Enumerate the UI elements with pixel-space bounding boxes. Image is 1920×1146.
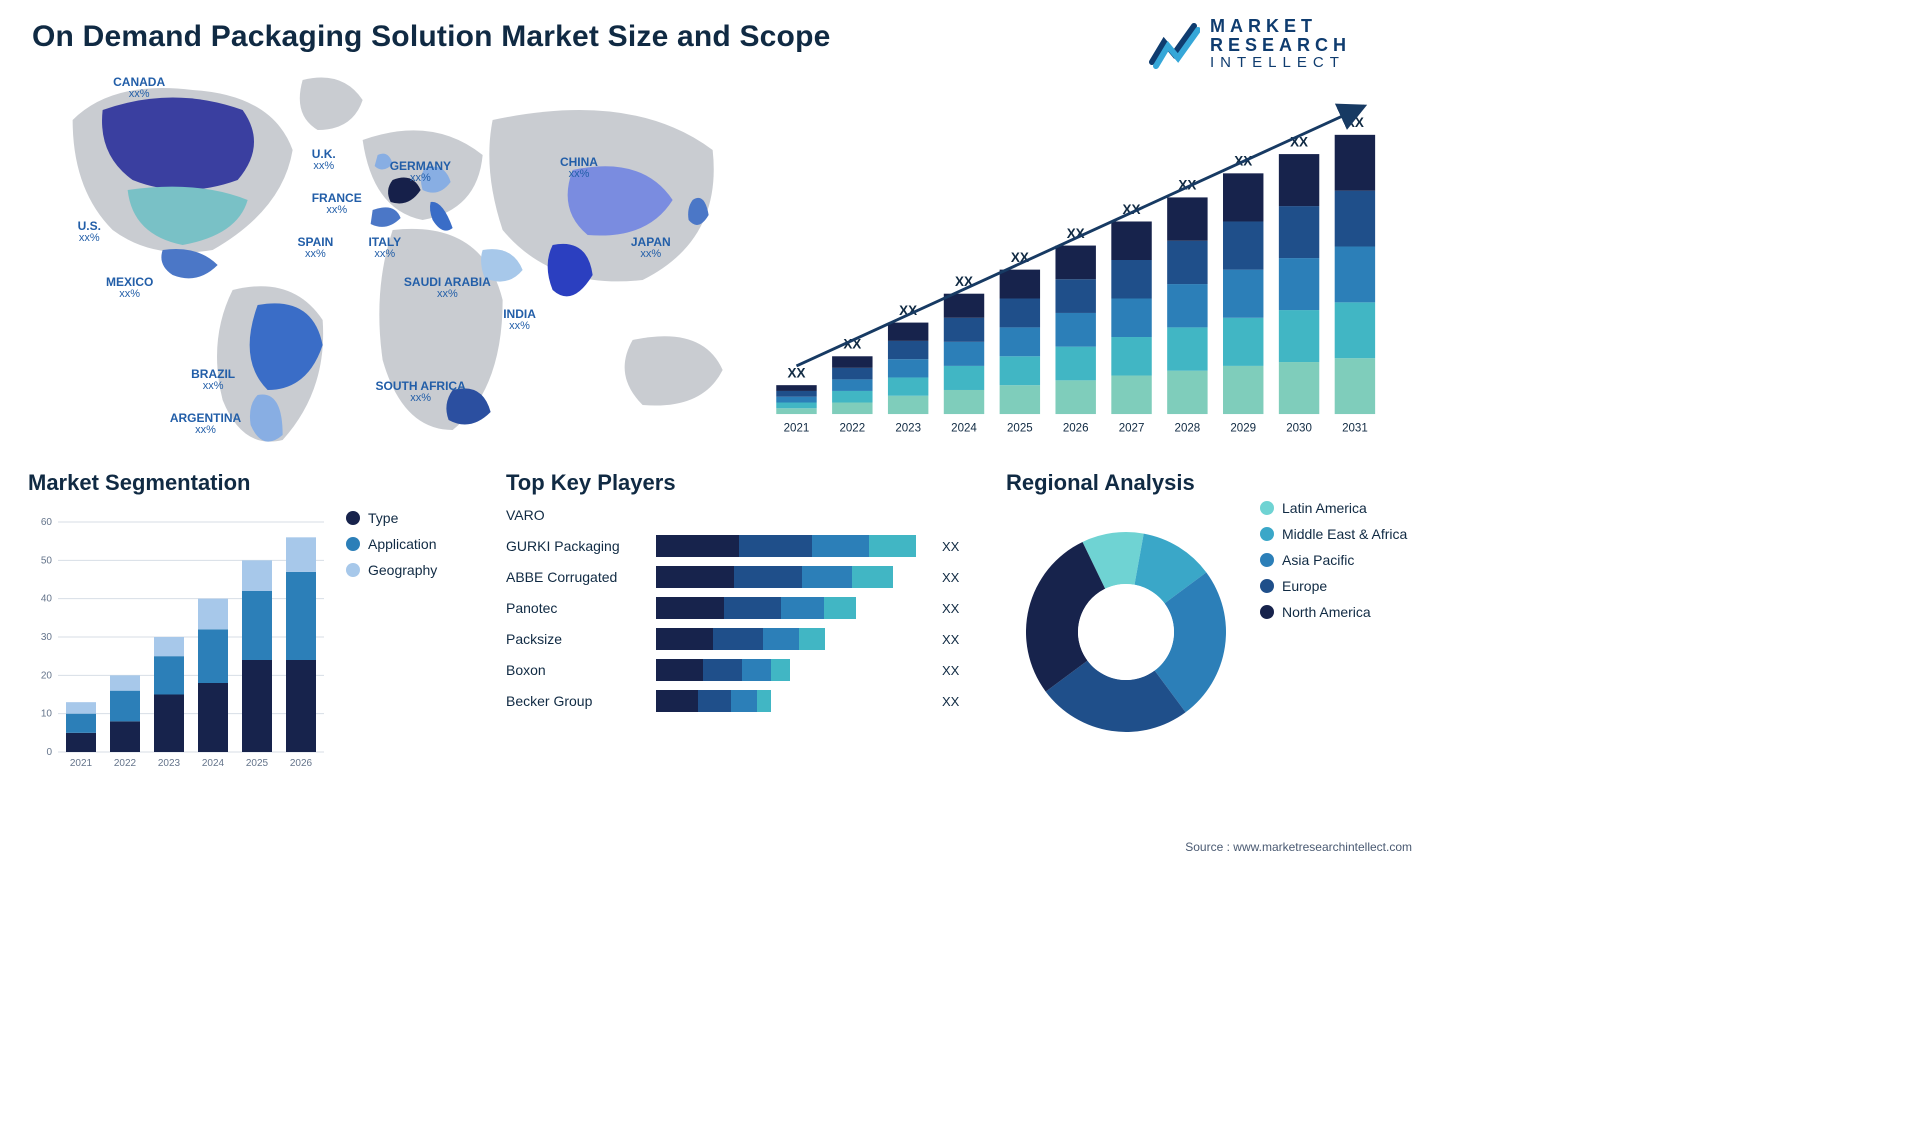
player-name: Packsize (506, 631, 646, 647)
map-label: U.K.xx% (312, 148, 336, 172)
growth-chart: XX2021XX2022XX2023XX2024XX2025XX2026XX20… (757, 60, 1412, 460)
player-row: ABBE Corrugated XX (506, 564, 976, 590)
map-label: INDIAxx% (503, 308, 536, 332)
legend-item: North America (1260, 604, 1407, 620)
map-label: JAPANxx% (631, 236, 671, 260)
legend-item: Type (346, 510, 476, 526)
world-map: CANADAxx% U.S.xx% MEXICOxx% BRAZILxx% ARGENT… (28, 60, 737, 460)
player-name: ABBE Corrugated (506, 569, 646, 585)
svg-text:2021: 2021 (70, 758, 93, 769)
player-value: XX (936, 694, 976, 709)
players-title: Top Key Players (506, 470, 976, 496)
map-label: FRANCExx% (312, 192, 362, 216)
segmentation-legend: Type Application Geography (346, 470, 476, 800)
player-value: XX (936, 539, 976, 554)
player-value: XX (936, 663, 976, 678)
svg-text:50: 50 (41, 555, 53, 566)
player-row: Boxon XX (506, 657, 976, 683)
player-name: Panotec (506, 600, 646, 616)
legend-item: Application (346, 536, 476, 552)
player-row: GURKI Packaging XX (506, 533, 976, 559)
svg-text:2021: 2021 (784, 422, 810, 434)
legend-item: Asia Pacific (1260, 552, 1407, 568)
map-label: U.S.xx% (78, 220, 101, 244)
svg-text:2023: 2023 (896, 422, 922, 434)
svg-text:60: 60 (41, 517, 53, 528)
map-label: GERMANYxx% (390, 160, 451, 184)
svg-text:2022: 2022 (840, 422, 866, 434)
map-label: ARGENTINAxx% (170, 412, 241, 436)
svg-text:XX: XX (1346, 115, 1364, 130)
map-label: CHINAxx% (560, 156, 598, 180)
svg-text:2025: 2025 (1007, 422, 1033, 434)
map-label: SAUDI ARABIAxx% (404, 276, 491, 300)
legend-item: Europe (1260, 578, 1407, 594)
svg-text:40: 40 (41, 594, 53, 605)
player-value: XX (936, 632, 976, 647)
player-name: Boxon (506, 662, 646, 678)
legend-item: Middle East & Africa (1260, 526, 1407, 542)
logo-text-2: RESEARCH (1210, 36, 1351, 55)
map-label: ITALYxx% (368, 236, 401, 260)
player-name: Becker Group (506, 693, 646, 709)
svg-text:2030: 2030 (1287, 422, 1313, 434)
svg-text:2024: 2024 (951, 422, 977, 434)
svg-text:2025: 2025 (246, 758, 269, 769)
legend-item: Latin America (1260, 500, 1407, 516)
svg-text:2023: 2023 (158, 758, 181, 769)
segmentation-title: Market Segmentation (28, 470, 328, 496)
player-row: Packsize XX (506, 626, 976, 652)
svg-text:30: 30 (41, 632, 53, 643)
svg-text:0: 0 (46, 747, 52, 758)
player-value: XX (936, 601, 976, 616)
map-label: SOUTH AFRICAxx% (376, 380, 466, 404)
map-label: CANADAxx% (113, 76, 165, 100)
svg-text:2026: 2026 (290, 758, 313, 769)
svg-text:XX: XX (788, 365, 806, 380)
player-value: XX (936, 570, 976, 585)
source-attribution: Source : www.marketresearchintellect.com (1185, 840, 1412, 854)
map-label: BRAZILxx% (191, 368, 235, 392)
svg-text:10: 10 (41, 709, 53, 720)
svg-text:20: 20 (41, 670, 53, 681)
regional-legend: Latin America Middle East & Africa Asia Pa… (1260, 470, 1407, 630)
svg-text:2027: 2027 (1119, 422, 1145, 434)
regional-panel: Regional Analysis Latin America Middle Ea… (1006, 470, 1412, 800)
map-label: SPAINxx% (298, 236, 334, 260)
svg-text:2024: 2024 (202, 758, 225, 769)
player-row: Becker Group XX (506, 688, 976, 714)
svg-text:2026: 2026 (1063, 422, 1089, 434)
svg-text:2022: 2022 (114, 758, 137, 769)
svg-text:2029: 2029 (1231, 422, 1257, 434)
players-panel: Top Key Players VARO GURKI PackagingXXAB… (506, 470, 976, 800)
player-name: GURKI Packaging (506, 538, 646, 554)
svg-text:2031: 2031 (1342, 422, 1368, 434)
map-label: MEXICOxx% (106, 276, 153, 300)
legend-item: Geography (346, 562, 476, 578)
regional-title: Regional Analysis (1006, 470, 1246, 496)
logo-text-1: MARKET (1210, 17, 1351, 36)
segmentation-panel: Market Segmentation 0 10 20 30 40 50 60 2021 202… (28, 470, 476, 800)
player-name: VARO (506, 507, 646, 523)
svg-text:2028: 2028 (1175, 422, 1201, 434)
player-row: Panotec XX (506, 595, 976, 621)
